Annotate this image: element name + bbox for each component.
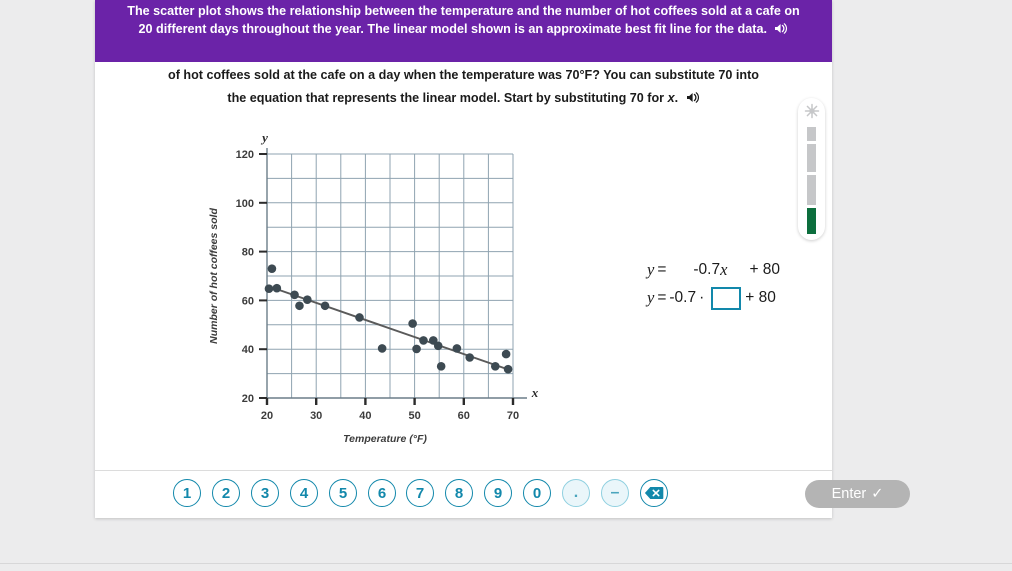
key-6[interactable]: 6: [368, 479, 396, 507]
equation-panel: y = -0.7 x + 80 y = -0.7 · + 80: [647, 256, 780, 312]
equation-row2-dot: ·: [699, 289, 705, 306]
page-divider: [0, 563, 1012, 564]
data-point: [452, 344, 462, 353]
data-point: [465, 353, 475, 362]
prompt-banner: The scatter plot shows the relationship …: [95, 0, 832, 62]
data-point: [264, 284, 274, 293]
y-tick-label: 20: [242, 393, 254, 405]
exercise-card: The scatter plot shows the relationship …: [95, 0, 910, 518]
question-variable-x: x: [667, 91, 675, 105]
data-point: [355, 313, 364, 322]
progress-indicator[interactable]: [798, 98, 825, 240]
enter-button-label: Enter: [831, 486, 867, 502]
data-point: [419, 336, 428, 345]
key-1[interactable]: 1: [173, 479, 201, 507]
prompt-text: The scatter plot shows the relationship …: [127, 4, 800, 36]
number-keypad: 1 2 3 4 5 6 7 8 9 0 . –: [95, 470, 832, 518]
scatter-plot-svg: 20 40 60 80 100 120 20 30 40 50 60 70 y x Number of ho…: [208, 130, 539, 445]
question-text: of hot coffees sold at the cafe on a day…: [95, 62, 832, 112]
data-point: [295, 301, 304, 311]
equation-row1-y: y: [647, 260, 655, 279]
data-point: [290, 290, 299, 300]
x-tick-label: 20: [261, 410, 273, 422]
key-8[interactable]: 8: [445, 479, 473, 507]
progress-segment-1: [807, 127, 816, 141]
equation-row1-x: x: [720, 260, 728, 279]
data-point: [303, 295, 312, 304]
key-4[interactable]: 4: [290, 479, 318, 507]
question-line-2: the equation that represents the linear …: [119, 87, 808, 112]
equation-row1-equals: =: [657, 261, 667, 278]
key-9[interactable]: 9: [484, 479, 512, 507]
x-tick-label: 60: [458, 410, 470, 422]
data-point: [408, 319, 417, 328]
key-2[interactable]: 2: [212, 479, 240, 507]
key-minus-sign[interactable]: –: [601, 479, 629, 507]
y-axis-title: Number of hot coffees sold: [208, 208, 220, 344]
progress-segment-3: [807, 175, 816, 205]
equation-row2-y: y: [647, 288, 655, 307]
y-axis-variable: y: [260, 130, 268, 145]
equation-row2-intercept: + 80: [745, 289, 776, 306]
equation-row-substitution: y = -0.7 · + 80: [647, 284, 780, 312]
y-tick-label: 60: [242, 295, 254, 307]
enter-button[interactable]: Enter ✓: [805, 480, 910, 508]
data-point: [490, 361, 500, 371]
x-tick-label: 50: [408, 410, 420, 422]
key-3[interactable]: 3: [251, 479, 279, 507]
y-tick-label: 40: [242, 344, 254, 356]
equation-row-model: y = -0.7 x + 80: [647, 256, 780, 284]
data-point: [320, 301, 330, 311]
y-tick-label: 100: [236, 198, 254, 210]
progress-segment-2: [807, 144, 816, 172]
question-line-1: of hot coffees sold at the cafe on a day…: [168, 68, 759, 82]
data-point: [412, 344, 421, 354]
x-tick-label: 70: [507, 410, 519, 422]
answer-input-box[interactable]: [711, 286, 742, 310]
data-point: [503, 364, 513, 374]
x-axis-variable: x: [531, 385, 539, 400]
equation-row1-slope: -0.7: [693, 261, 721, 278]
key-5[interactable]: 5: [329, 479, 357, 507]
question-line-2-post: .: [674, 91, 679, 105]
x-tick-label: 40: [359, 410, 371, 422]
data-point: [433, 341, 443, 351]
data-point: [267, 264, 277, 273]
data-point: [501, 349, 511, 359]
x-tick-label: 30: [310, 410, 322, 422]
x-axis-title: Temperature (°F): [343, 433, 427, 445]
equation-row1-intercept: + 80: [749, 261, 781, 278]
sparkle-icon: [804, 103, 820, 124]
y-tick-label: 80: [242, 247, 254, 259]
question-line-2-pre: the equation that represents the linear …: [227, 91, 668, 105]
data-point: [377, 344, 387, 353]
y-tick-label: 120: [236, 149, 254, 161]
scatter-plot: 20 40 60 80 100 120 20 30 40 50 60 70 y x Number of ho…: [203, 118, 553, 458]
check-icon: ✓: [871, 486, 884, 502]
data-point: [272, 283, 282, 293]
speaker-icon[interactable]: [774, 22, 788, 41]
data-point: [436, 361, 446, 371]
equation-row2-coefficient: -0.7: [669, 289, 697, 306]
key-7[interactable]: 7: [406, 479, 434, 507]
backspace-icon[interactable]: [640, 479, 668, 507]
equation-row2-equals: =: [657, 289, 667, 306]
speaker-icon[interactable]: [686, 89, 700, 112]
key-0[interactable]: 0: [523, 479, 551, 507]
progress-segment-4-filled: [807, 208, 816, 234]
key-decimal-point[interactable]: .: [562, 479, 590, 507]
